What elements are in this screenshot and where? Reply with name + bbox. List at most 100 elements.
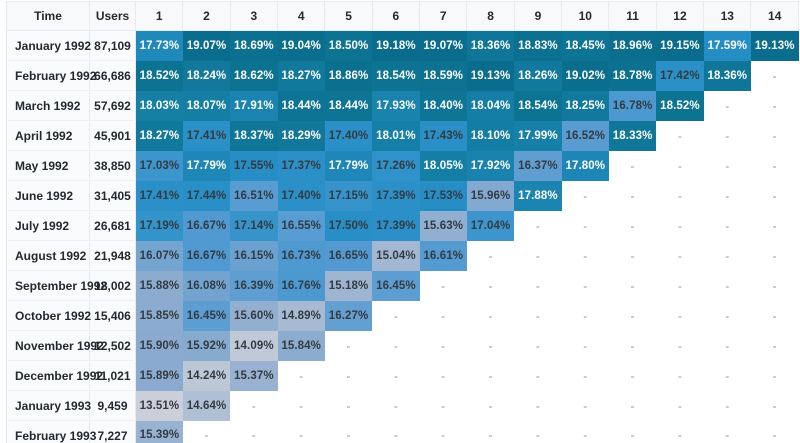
cohort-cell: 17.55% xyxy=(230,150,278,181)
cohort-cell-empty: - xyxy=(750,210,799,241)
cohort-cell-empty: - xyxy=(608,390,657,421)
cohort-cell: 18.24% xyxy=(182,60,231,91)
cohort-month-label: September 1992 xyxy=(6,270,107,301)
cohort-cell-empty: - xyxy=(656,180,704,211)
cohort-cell-empty: - xyxy=(656,240,704,271)
cohort-cell: 18.69% xyxy=(230,30,278,61)
cohort-cell-empty: - xyxy=(750,300,799,331)
cohort-cell-empty: - xyxy=(703,180,751,211)
cohort-cell: 18.96% xyxy=(608,30,657,61)
cohort-users-value: 31,405 xyxy=(89,180,136,211)
cohort-cell-empty: - xyxy=(750,360,799,391)
column-header-12: 12 xyxy=(655,1,705,31)
cohort-cell: 17.79% xyxy=(182,150,231,181)
cohort-cell: 17.37% xyxy=(277,150,325,181)
header-row: Time Users 1 2 3 4 5 6 7 8 9 10 11 12 13 14 xyxy=(6,1,799,31)
cohort-cell-empty: - xyxy=(324,330,373,361)
column-header-1: 1 xyxy=(134,1,184,31)
cohort-cell-empty: - xyxy=(750,120,799,151)
cohort-cell: 17.73% xyxy=(135,30,183,61)
cohort-row: August 1992 21,948 16.07% 16.67% 16.15% 16.73… xyxy=(6,240,799,271)
cohort-cell: 17.91% xyxy=(230,90,278,121)
cohort-cell: 15.92% xyxy=(182,330,231,361)
cohort-table-body: January 1992 87,109 17.73% 19.07% 18.69% 19.0… xyxy=(6,30,799,443)
cohort-cell: 16.37% xyxy=(514,150,562,181)
cohort-cell: 16.08% xyxy=(182,270,231,301)
cohort-users-value: 26,681 xyxy=(89,210,136,241)
cohort-cell: 17.53% xyxy=(419,180,467,211)
cohort-cell-empty: - xyxy=(561,300,609,331)
cohort-cell: 16.52% xyxy=(561,120,609,151)
cohort-cell-empty: - xyxy=(656,360,704,391)
column-header-13: 13 xyxy=(703,1,752,31)
cohort-row: January 1992 87,109 17.73% 19.07% 18.69% 19.0… xyxy=(6,30,799,61)
cohort-cell: 18.10% xyxy=(466,120,515,151)
column-header-9: 9 xyxy=(513,1,563,31)
cohort-cell: 16.15% xyxy=(230,240,278,271)
cohort-cell: 17.80% xyxy=(561,150,609,181)
cohort-row: January 1993 9,459 13.51% 14.64% - - - - - - - - - - -… xyxy=(6,390,799,421)
cohort-cell: 19.15% xyxy=(656,30,704,61)
cohort-cell: 17.44% xyxy=(182,180,231,211)
cohort-cell-empty: - xyxy=(750,60,799,91)
cohort-cell-empty: - xyxy=(277,390,325,421)
cohort-cell-empty: - xyxy=(703,90,751,121)
cohort-cell: 17.14% xyxy=(230,210,278,241)
cohort-cell: 15.90% xyxy=(135,330,183,361)
cohort-month-label: February 1992 xyxy=(6,60,96,91)
cohort-cell: 15.88% xyxy=(135,270,183,301)
cohort-cell: 14.09% xyxy=(230,330,278,361)
cohort-month-label: November 1992 xyxy=(6,330,104,361)
cohort-cell: 17.79% xyxy=(324,150,373,181)
cohort-cell-empty: - xyxy=(750,330,799,361)
cohort-cell: 16.67% xyxy=(182,210,231,241)
cohort-cell-empty: - xyxy=(608,240,657,271)
cohort-cell: 18.50% xyxy=(324,30,373,61)
cohort-cell: 16.45% xyxy=(372,270,420,301)
cohort-cell-empty: - xyxy=(750,390,799,421)
cohort-cell-empty: - xyxy=(561,270,609,301)
column-header-10: 10 xyxy=(561,1,610,31)
cohort-cell-empty: - xyxy=(656,150,704,181)
cohort-cell-empty: - xyxy=(750,240,799,271)
cohort-cell: 15.63% xyxy=(419,210,467,241)
cohort-cell: 17.42% xyxy=(656,60,704,91)
cohort-cell: 18.03% xyxy=(135,90,183,121)
cohort-users-value: 9,459 xyxy=(89,390,136,421)
cohort-cell: 17.88% xyxy=(514,180,562,211)
cohort-cell: 16.65% xyxy=(324,240,373,271)
column-header-time: Time xyxy=(6,1,90,31)
cohort-cell: 17.41% xyxy=(135,180,183,211)
cohort-cell-empty: - xyxy=(514,270,562,301)
cohort-month-label: December 1992 xyxy=(6,360,103,391)
column-header-6: 6 xyxy=(371,1,421,31)
cohort-cell: 18.33% xyxy=(608,120,657,151)
cohort-cell: 17.19% xyxy=(135,210,183,241)
cohort-cell: 18.45% xyxy=(561,30,609,61)
cohort-cell: 19.13% xyxy=(466,60,515,91)
cohort-cell: 18.54% xyxy=(372,60,420,91)
cohort-cell-empty: - xyxy=(514,240,562,271)
cohort-cell: 17.99% xyxy=(514,120,562,151)
cohort-cell: 19.07% xyxy=(419,30,467,61)
cohort-cell-empty: - xyxy=(514,360,562,391)
cohort-cell-empty: - xyxy=(514,210,562,241)
cohort-cell: 16.55% xyxy=(277,210,325,241)
cohort-cell: 18.27% xyxy=(277,60,325,91)
cohort-cell: 17.41% xyxy=(182,120,231,151)
cohort-cell: 16.45% xyxy=(182,300,231,331)
cohort-cell-empty: - xyxy=(230,390,278,421)
cohort-cell: 19.07% xyxy=(182,30,231,61)
cohort-cell-empty: - xyxy=(466,300,515,331)
cohort-cell: 16.61% xyxy=(419,240,467,271)
cohort-cell-empty: - xyxy=(466,330,515,361)
cohort-cell: 18.86% xyxy=(324,60,373,91)
cohort-cell-empty: - xyxy=(608,270,657,301)
cohort-row: February 1993 7,227 15.39% - - - - - - - - - - - - - xyxy=(6,420,799,443)
cohort-users-value: 66,686 xyxy=(89,60,136,91)
cohort-cell: 17.40% xyxy=(277,180,325,211)
cohort-cell: 18.07% xyxy=(182,90,231,121)
cohort-cell: 17.93% xyxy=(372,90,420,121)
cohort-cell-empty: - xyxy=(514,390,562,421)
